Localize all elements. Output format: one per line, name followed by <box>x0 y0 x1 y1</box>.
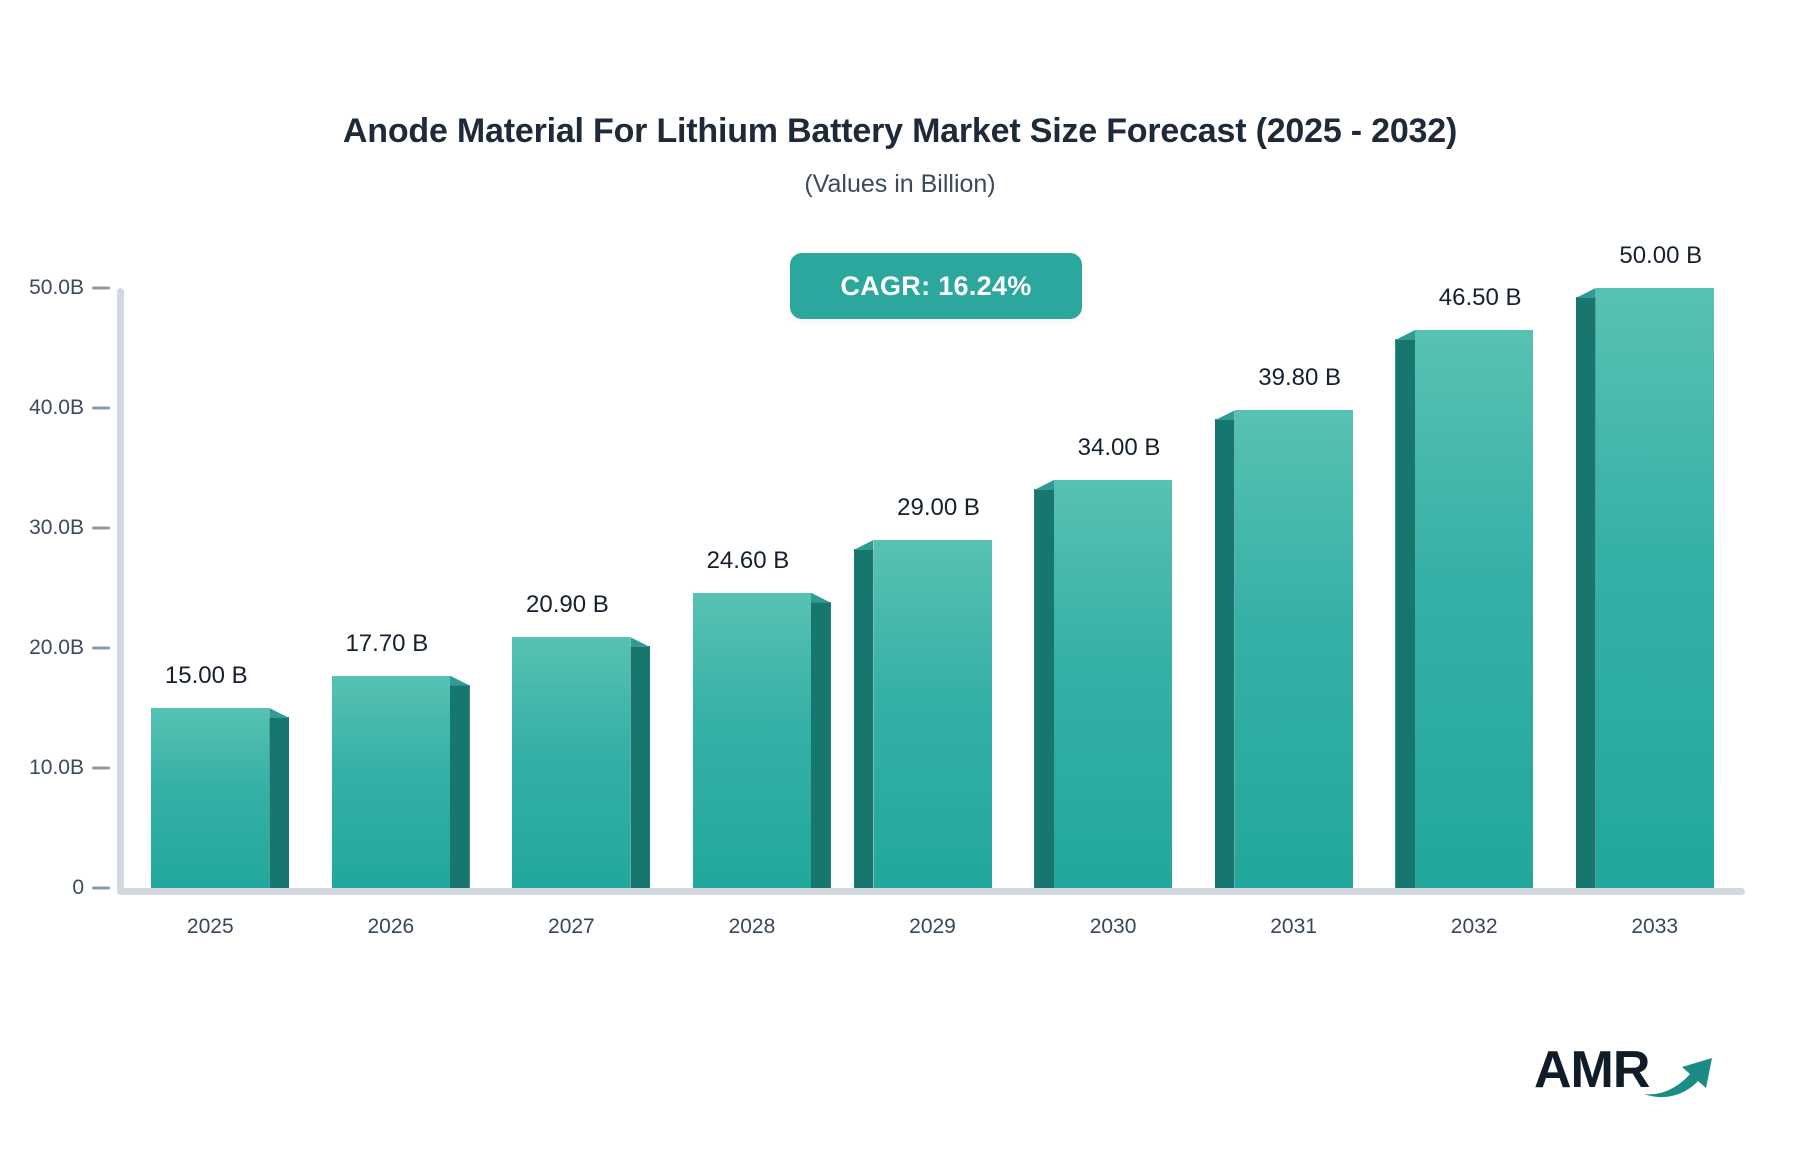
bar-front-face <box>151 708 270 888</box>
bar-side-face <box>1575 297 1596 888</box>
x-axis-tick-label: 2030 <box>1089 915 1137 938</box>
x-axis-tick-label: 2033 <box>1631 915 1679 938</box>
bar-side-face <box>449 684 470 888</box>
bar-top-face <box>1214 410 1235 421</box>
bar-front-face <box>1054 480 1173 888</box>
y-axis-tick-label: 0 <box>72 876 84 899</box>
y-axis-tick-mark <box>92 886 110 890</box>
bar <box>131 708 290 888</box>
bar <box>1395 330 1553 888</box>
x-axis-line <box>117 888 1745 895</box>
y-axis-tick-mark <box>92 766 110 770</box>
bar-top-face <box>269 708 290 718</box>
bar <box>853 540 1012 888</box>
page-title: Anode Material For Lithium Battery Marke… <box>342 112 1458 150</box>
bar-value-label: 15.00 B <box>164 662 248 689</box>
bar-front-face <box>692 592 811 888</box>
x-axis-tick-label: 2032 <box>1450 915 1498 938</box>
y-axis-tick-label: 40.0B <box>29 396 84 419</box>
bar-front-face <box>1234 410 1353 888</box>
x-axis-tick-label: 2027 <box>548 915 595 938</box>
bar-top-face <box>853 540 874 550</box>
bar-front-face <box>512 637 631 888</box>
y-axis-tick-label: 30.0B <box>29 516 84 539</box>
bar <box>1214 410 1373 888</box>
bar-value-label: 24.60 B <box>706 546 790 574</box>
bar-top-face <box>1575 288 1596 298</box>
bar <box>1575 288 1734 888</box>
x-axis-tick-label: 2031 <box>1270 915 1317 938</box>
bar-top-face <box>1034 480 1055 490</box>
y-axis-tick-label: 50.0B <box>29 276 84 299</box>
y-axis-tick-mark <box>92 286 110 290</box>
x-axis-tick-label: 2026 <box>367 915 415 938</box>
bar-side-face <box>853 549 874 888</box>
y-axis-tick-mark <box>92 526 110 530</box>
bar <box>673 592 831 888</box>
bar <box>1034 480 1192 888</box>
bar-value-label: 17.70 B <box>345 629 429 657</box>
amr-logo: AMR <box>1534 1040 1714 1110</box>
bar-top-face <box>630 637 651 648</box>
bar-front-face <box>1595 288 1714 888</box>
x-axis-tick-label: 2028 <box>728 915 776 938</box>
bar-side-face <box>1395 339 1416 888</box>
bar-side-face <box>810 601 831 888</box>
bar-value-label: 20.90 B <box>526 591 609 619</box>
bar-front-face <box>1415 330 1534 888</box>
bar-side-face <box>1214 419 1235 888</box>
x-axis-tick-label: 2025 <box>186 915 234 938</box>
bar <box>312 675 470 888</box>
amr-logo-text: AMR <box>1534 1041 1650 1099</box>
bar-value-label: 29.00 B <box>897 494 980 521</box>
bar-value-label: 50.00 B <box>1619 242 1703 269</box>
bar-value-label: 39.80 B <box>1258 364 1341 392</box>
bar-side-face <box>269 717 290 888</box>
bar-top-face <box>810 592 831 603</box>
bar-value-label: 46.50 B <box>1438 284 1522 311</box>
y-axis-tick-label: 20.0B <box>29 636 84 659</box>
growth-arrow-icon <box>1644 1058 1712 1098</box>
bar-top-face <box>1395 330 1416 340</box>
x-axis-tick-label: 2029 <box>909 915 956 938</box>
bar-value-label: 34.00 B <box>1077 434 1161 461</box>
bar-side-face <box>630 646 651 888</box>
y-axis-tick-mark <box>92 646 110 650</box>
bar-front-face <box>331 675 450 888</box>
bar <box>492 637 651 888</box>
bar-front-face <box>873 540 992 888</box>
bar-side-face <box>1034 489 1055 888</box>
y-axis-tick-mark <box>92 406 110 410</box>
y-axis-tick-label: 10.0B <box>29 756 84 779</box>
bar-top-face <box>449 675 470 686</box>
chart-subtitle: (Values in Billion) <box>804 170 996 198</box>
y-axis-line <box>117 288 124 892</box>
cagr-badge: CAGR: 16.24% <box>790 253 1082 319</box>
